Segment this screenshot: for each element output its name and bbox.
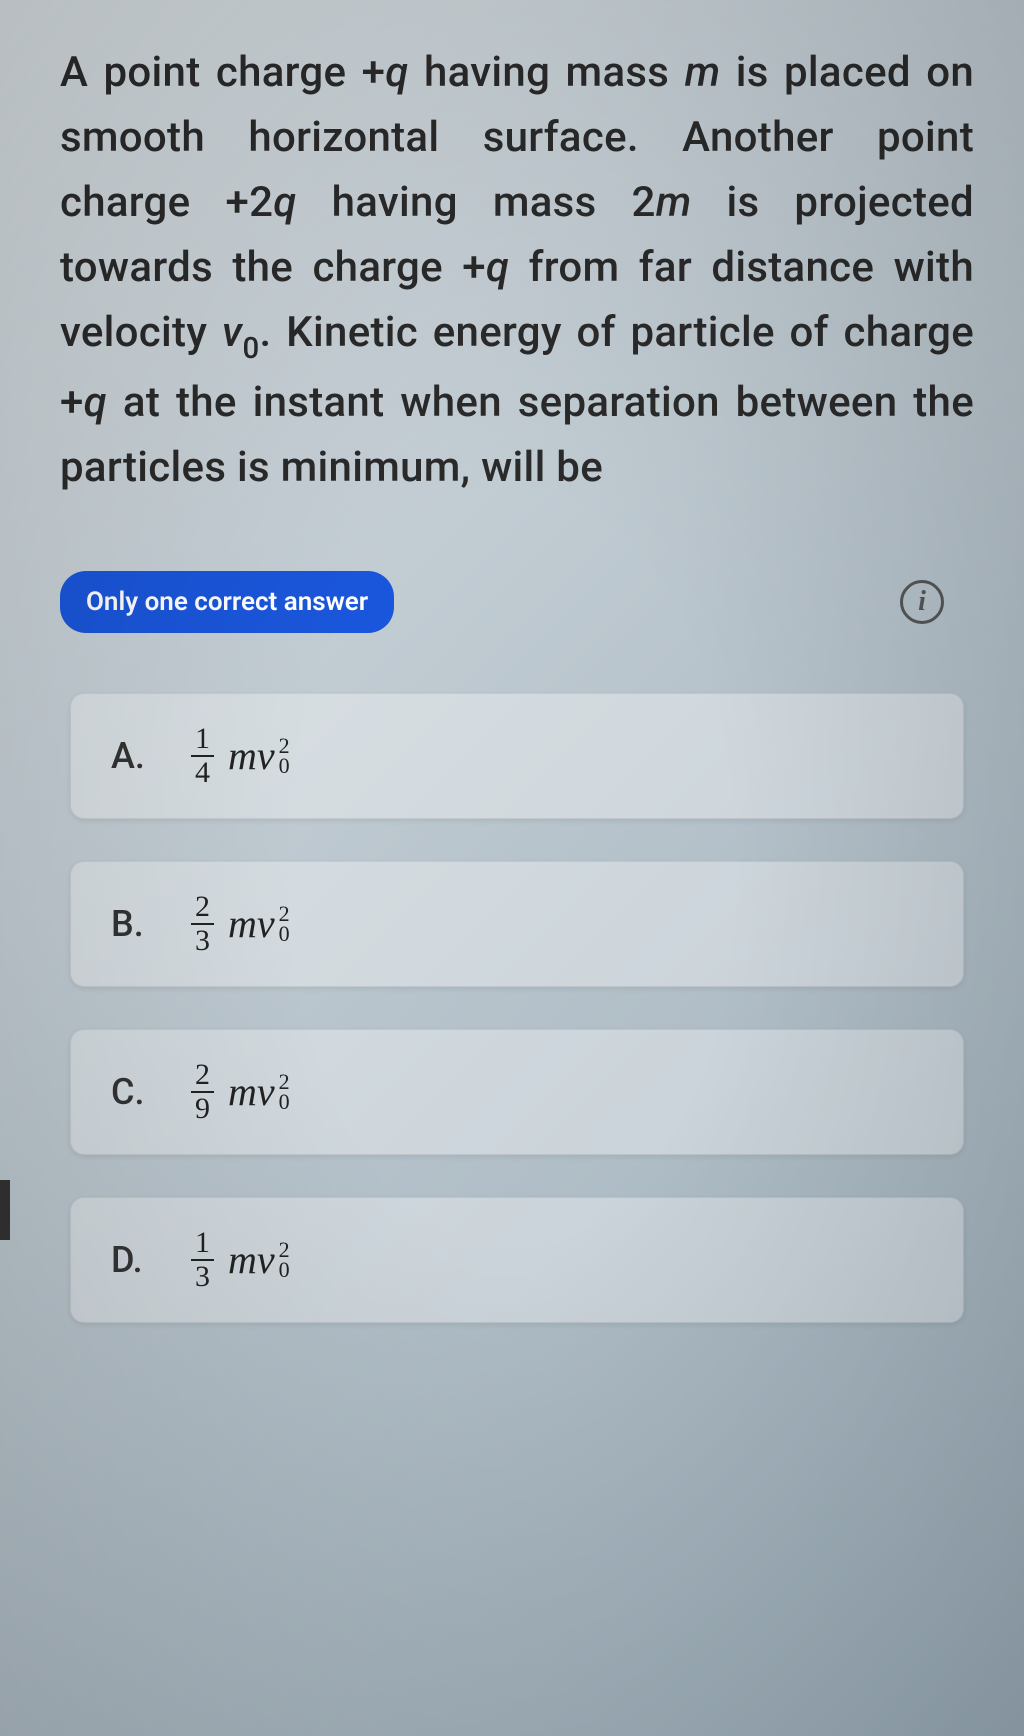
fraction: 1 3	[191, 1228, 214, 1292]
info-icon[interactable]: i	[900, 580, 944, 624]
edge-mark	[0, 1180, 10, 1240]
option-letter: A.	[111, 735, 191, 777]
option-a[interactable]: A. 1 4 mv20	[70, 693, 964, 819]
option-letter: B.	[111, 903, 191, 945]
option-c[interactable]: C. 2 9 mv20	[70, 1029, 964, 1155]
fraction: 2 9	[191, 1060, 214, 1124]
fraction: 1 4	[191, 724, 214, 788]
option-d[interactable]: D. 1 3 mv20	[70, 1197, 964, 1323]
answer-type-badge: Only one correct answer	[60, 571, 394, 633]
fraction: 2 3	[191, 892, 214, 956]
option-letter: C.	[111, 1071, 191, 1113]
option-math: 1 3 mv20	[191, 1228, 290, 1292]
badge-row: Only one correct answer i	[60, 571, 974, 633]
option-math: 1 4 mv20	[191, 724, 290, 788]
option-math: 2 9 mv20	[191, 1060, 290, 1124]
question-container: A point charge +q having mass m is place…	[0, 0, 1024, 1405]
option-b[interactable]: B. 2 3 mv20	[70, 861, 964, 987]
question-text: A point charge +q having mass m is place…	[60, 40, 974, 501]
option-letter: D.	[111, 1239, 191, 1281]
option-math: 2 3 mv20	[191, 892, 290, 956]
